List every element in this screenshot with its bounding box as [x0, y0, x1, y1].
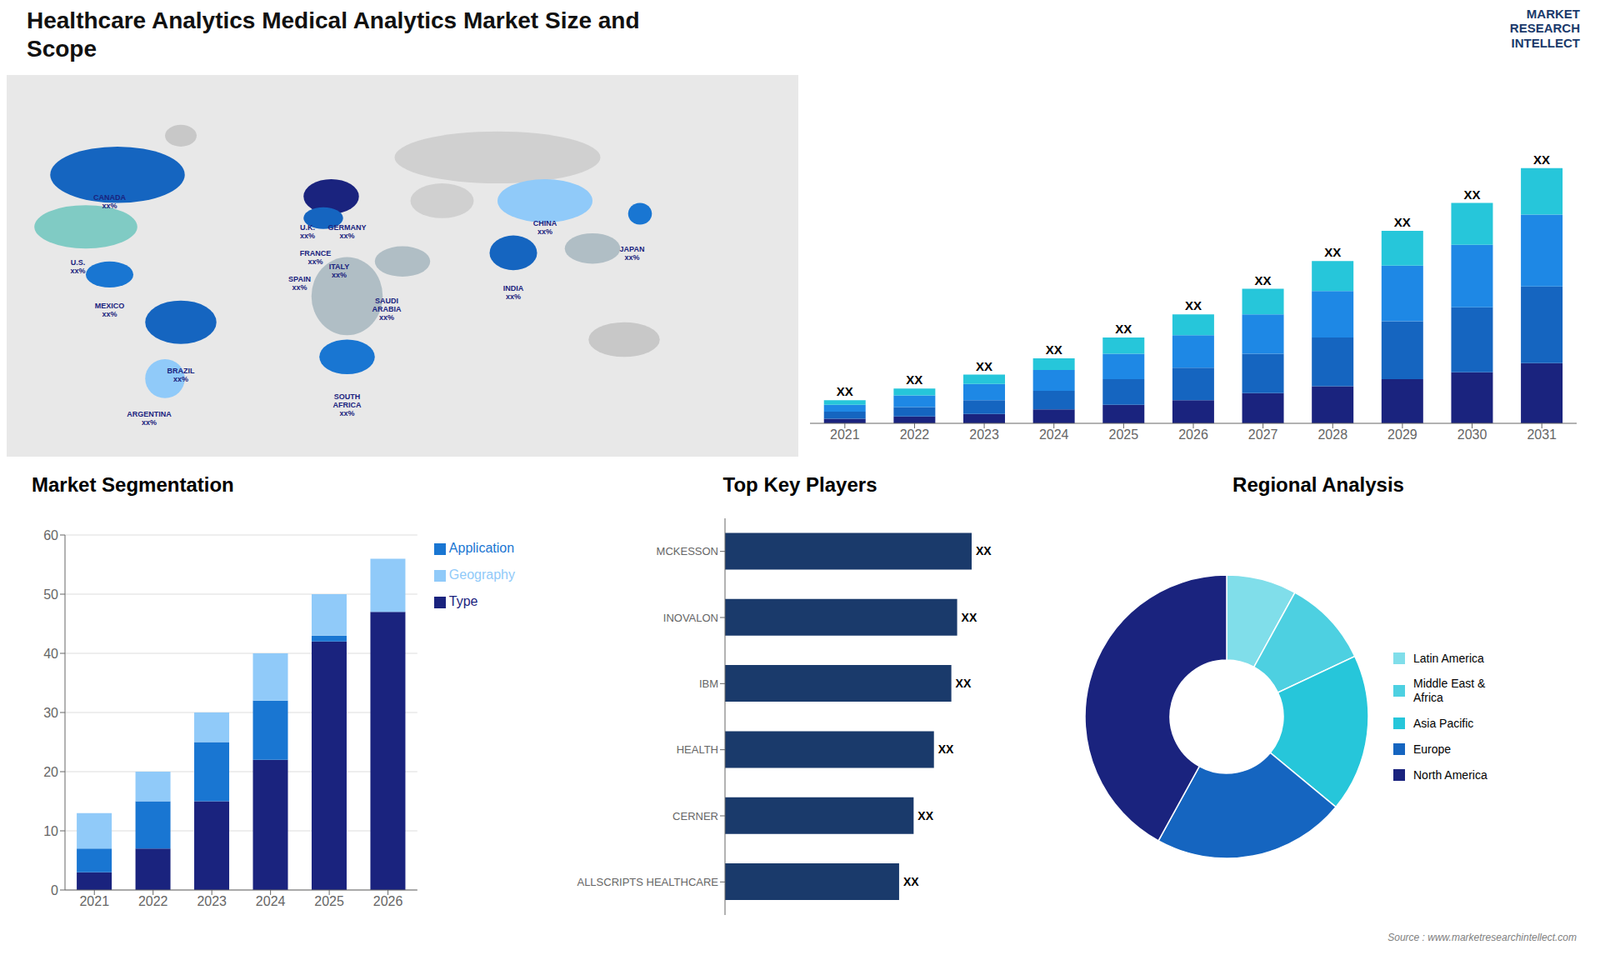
- svg-text:2021: 2021: [830, 427, 860, 442]
- svg-text:ALLSCRIPTS HEALTHCARE: ALLSCRIPTS HEALTHCARE: [576, 875, 719, 889]
- svg-text:XX: XX: [1045, 342, 1063, 357]
- svg-text:XX: XX: [917, 809, 934, 823]
- svg-text:FRANCExx%: FRANCExx%: [300, 249, 332, 266]
- html-text:Europe: Europe: [1413, 742, 1451, 756]
- svg-text:20: 20: [43, 765, 59, 780]
- svg-text:2022: 2022: [900, 427, 930, 442]
- svg-text:XX: XX: [975, 544, 992, 558]
- html-text:Geography: Geography: [449, 567, 515, 582]
- svg-text:XX: XX: [1255, 273, 1272, 288]
- svg-text:2025: 2025: [1109, 427, 1140, 442]
- svg-text:U.K.xx%: U.K.xx%: [300, 223, 315, 240]
- svg-text:JAPANxx%: JAPANxx%: [620, 245, 645, 262]
- svg-text:INDIAxx%: INDIAxx%: [503, 284, 525, 301]
- svg-text:XX: XX: [903, 875, 920, 889]
- svg-text:XX: XX: [1463, 187, 1480, 202]
- html-text:Source : www.marketresearchint: Source : www.marketresearchintellect.com: [1387, 931, 1577, 944]
- html-text:Asia Pacific: Asia Pacific: [1413, 716, 1474, 730]
- svg-text:2029: 2029: [1387, 427, 1418, 442]
- svg-text:30: 30: [43, 705, 59, 720]
- svg-text:XX: XX: [1533, 152, 1550, 167]
- svg-text:MEXICOxx%: MEXICOxx%: [95, 301, 125, 319]
- svg-text:GERMANYxx%: GERMANYxx%: [327, 223, 366, 240]
- html-text:Regional Analysis: Regional Analysis: [1232, 473, 1405, 496]
- svg-text:2021: 2021: [79, 894, 110, 909]
- svg-text:SOUTHAFRICAxx%: SOUTHAFRICAxx%: [333, 392, 362, 418]
- svg-text:XX: XX: [961, 610, 978, 625]
- svg-text:XX: XX: [975, 359, 993, 374]
- svg-text:60: 60: [43, 528, 59, 543]
- html-text:Type: Type: [449, 594, 478, 609]
- html-text:Healthcare Analytics Medical A: Healthcare Analytics Medical Analytics M…: [26, 7, 640, 62]
- svg-text:ITALYxx%: ITALYxx%: [329, 262, 350, 280]
- svg-text:MCKESSON: MCKESSON: [656, 545, 719, 558]
- html-text:Top Key Players: Top Key Players: [722, 473, 878, 496]
- svg-text:XX: XX: [938, 742, 955, 756]
- svg-text:50: 50: [43, 587, 59, 602]
- svg-text:2031: 2031: [1526, 427, 1557, 442]
- svg-text:IBM: IBM: [699, 677, 719, 690]
- svg-text:XX: XX: [1185, 298, 1202, 313]
- svg-text:XX: XX: [1115, 321, 1132, 336]
- html-text:Application: Application: [449, 540, 515, 555]
- svg-text:XX: XX: [955, 676, 972, 690]
- svg-text:2022: 2022: [138, 894, 169, 909]
- svg-text:CANADAxx%: CANADAxx%: [93, 193, 126, 210]
- svg-text:INOVALON: INOVALON: [663, 611, 719, 625]
- svg-text:U.S.xx%: U.S.xx%: [70, 258, 85, 275]
- html-text:North America: North America: [1413, 768, 1488, 782]
- svg-text:2024: 2024: [1039, 427, 1070, 442]
- svg-text:CERNER: CERNER: [672, 810, 719, 823]
- svg-text:2026: 2026: [1178, 427, 1209, 442]
- html-text:Middle East & Africa: Middle East & Africa: [1413, 677, 1486, 705]
- svg-text:ARGENTINAxx%: ARGENTINAxx%: [126, 410, 172, 427]
- svg-text:2023: 2023: [196, 894, 227, 909]
- svg-text:SAUDIARABIAxx%: SAUDIARABIAxx%: [372, 296, 402, 322]
- svg-text:XX: XX: [1394, 215, 1411, 230]
- svg-text:40: 40: [43, 646, 59, 661]
- html-text:Market Segmentation: Market Segmentation: [31, 473, 234, 496]
- svg-text:SPAINxx%: SPAINxx%: [288, 275, 311, 292]
- svg-text:XX: XX: [1324, 245, 1341, 260]
- svg-text:2024: 2024: [255, 894, 286, 909]
- svg-text:2026: 2026: [373, 894, 404, 909]
- svg-text:XX: XX: [905, 372, 923, 387]
- svg-text:CHINAxx%: CHINAxx%: [533, 219, 558, 236]
- svg-text:2025: 2025: [314, 894, 345, 909]
- svg-text:HEALTH: HEALTH: [676, 743, 719, 756]
- html-text:MARKET RESEARCH INTELLECT: MARKET RESEARCH INTELLECT: [1509, 6, 1580, 50]
- svg-text:BRAZILxx%: BRAZILxx%: [167, 366, 195, 384]
- svg-text:2028: 2028: [1317, 427, 1348, 442]
- svg-text:2030: 2030: [1457, 427, 1488, 442]
- svg-text:10: 10: [43, 824, 59, 839]
- svg-text:2023: 2023: [969, 427, 1000, 442]
- html-text:Latin America: Latin America: [1413, 651, 1484, 665]
- svg-text:2027: 2027: [1248, 427, 1279, 442]
- svg-text:XX: XX: [836, 384, 854, 399]
- svg-text:0: 0: [50, 883, 59, 898]
